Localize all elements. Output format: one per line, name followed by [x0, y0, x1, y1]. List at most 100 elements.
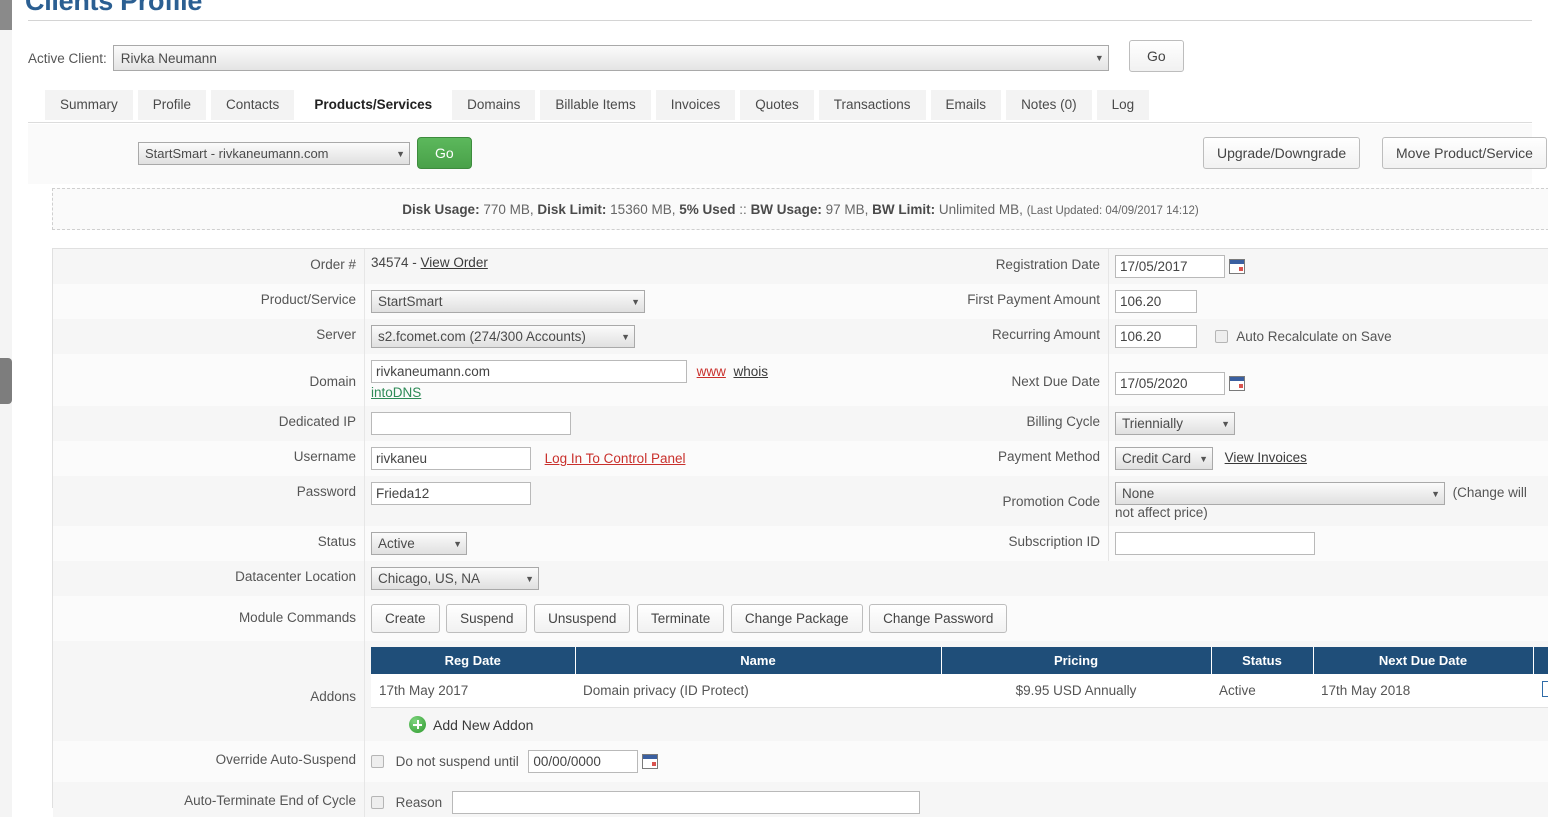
calendar-icon[interactable] [641, 754, 658, 769]
add-new-addon-button[interactable]: Add New Addon [371, 708, 1542, 741]
dedicated-ip-input[interactable] [371, 412, 571, 435]
chevron-down-icon: ▼ [396, 148, 405, 159]
promotion-code-select[interactable]: None ▼ [1115, 482, 1445, 505]
username-cell: Log In To Control Panel [364, 441, 788, 476]
bw-usage-value: 97 MB, [825, 201, 869, 217]
page-title: Clients Profile [25, 0, 203, 16]
form-row-server: Server s2.fcomet.com (274/300 Accounts) … [53, 319, 1548, 354]
chevron-down-icon: ▼ [631, 296, 640, 307]
reason-input[interactable] [451, 791, 920, 814]
form-row-status: Status Active ▼ Subscription ID [53, 526, 1548, 561]
tab-billable-items[interactable]: Billable Items [540, 90, 651, 120]
tab-quotes[interactable]: Quotes [740, 90, 814, 120]
usage-separator: :: [739, 201, 747, 217]
username-label: Username [293, 449, 356, 464]
tab-transactions[interactable]: Transactions [818, 90, 926, 120]
server-select[interactable]: s2.fcomet.com (274/300 Accounts) ▼ [371, 325, 635, 348]
password-input[interactable] [371, 482, 531, 505]
billing-cycle-select[interactable]: Triennially ▼ [1115, 412, 1235, 435]
server-value: s2.fcomet.com (274/300 Accounts) [378, 329, 586, 344]
intodns-link[interactable]: intoDNS [371, 385, 422, 400]
reason-label: Reason [395, 795, 443, 810]
unsuspend-button[interactable]: Unsuspend [534, 604, 631, 633]
chevron-down-icon: ▼ [1094, 53, 1104, 63]
view-invoices-link[interactable]: View Invoices [1224, 449, 1307, 465]
promotion-code-label: Promotion Code [1002, 494, 1100, 509]
payment-method-select[interactable]: Credit Card ▼ [1115, 447, 1213, 470]
sidebar-toggle-handle[interactable] [0, 358, 12, 404]
products-select-value: StartSmart - rivkaneumann.com [145, 146, 329, 161]
first-payment-label: First Payment Amount [967, 292, 1100, 307]
addons-col-edit [1533, 647, 1548, 674]
view-order-link[interactable]: View Order [420, 255, 488, 270]
active-client-select[interactable]: Rivka Neumann ▼ [112, 45, 1109, 71]
tab-products-services[interactable]: Products/Services [299, 90, 448, 120]
login-control-panel-link[interactable]: Log In To Control Panel [544, 451, 686, 466]
form-row-product-service: Product/Service StartSmart ▼ First Payme… [53, 284, 1548, 319]
auto-terminate-checkbox[interactable] [371, 796, 384, 809]
tab-emails[interactable]: Emails [930, 90, 1002, 120]
product-service-cell: StartSmart ▼ [364, 284, 788, 319]
active-client-value: Rivka Neumann [120, 50, 217, 66]
upgrade-downgrade-button[interactable]: Upgrade/Downgrade [1203, 137, 1361, 169]
tab-log[interactable]: Log [1096, 90, 1150, 120]
billing-cycle-cell: Triennially ▼ [1108, 406, 1548, 441]
tab-domains[interactable]: Domains [452, 90, 536, 120]
disk-limit-label: Disk Limit: [537, 201, 607, 217]
active-client-row: Active Client: Rivka Neumann ▼ [28, 44, 1109, 72]
addons-col-name: Name [575, 647, 942, 674]
tab-notes[interactable]: Notes (0) [1006, 90, 1092, 120]
form-row-username: Username Log In To Control Panel Payment… [53, 441, 1548, 476]
active-client-go-button[interactable]: Go [1129, 40, 1184, 72]
calendar-icon[interactable] [1228, 376, 1245, 391]
form-row-datacenter: Datacenter Location Chicago, US, NA ▼ [53, 561, 1548, 596]
do-not-suspend-input[interactable] [528, 750, 639, 773]
tab-summary[interactable]: Summary [45, 90, 133, 120]
add-new-addon-label: Add New Addon [433, 716, 534, 733]
chevron-down-icon: ▼ [453, 538, 462, 549]
form-row-addons: Addons Reg Date Name Pricing Status Next… [53, 641, 1548, 741]
chevron-down-icon: ▼ [1431, 488, 1440, 499]
calendar-icon[interactable] [1228, 259, 1245, 274]
move-product-service-button[interactable]: Move Product/Service [1382, 137, 1547, 169]
chevron-down-icon: ▼ [525, 573, 534, 584]
products-select[interactable]: StartSmart - rivkaneumann.com ▼ [138, 142, 410, 165]
auto-recalculate-checkbox[interactable] [1214, 330, 1228, 343]
change-package-button[interactable]: Change Package [730, 604, 863, 633]
username-input[interactable] [371, 447, 531, 470]
auto-recalculate-label: Auto Recalculate on Save [1236, 329, 1392, 344]
tab-profile[interactable]: Profile [137, 90, 207, 120]
addons-col-status: Status [1211, 647, 1314, 674]
products-go-button[interactable]: Go [417, 137, 472, 169]
suspend-button[interactable]: Suspend [446, 604, 528, 633]
datacenter-select[interactable]: Chicago, US, NA ▼ [371, 567, 539, 590]
next-due-date-cell [1108, 354, 1548, 406]
dedicated-ip-cell [364, 406, 788, 441]
registration-date-input[interactable] [1115, 255, 1225, 278]
module-commands-cell: Create Suspend Unsuspend Terminate Chang… [364, 596, 1542, 641]
recurring-amount-input[interactable] [1115, 325, 1197, 348]
tab-contacts[interactable]: Contacts [211, 90, 295, 120]
next-due-date-input[interactable] [1115, 372, 1225, 395]
form-row-dedicated-ip: Dedicated IP Billing Cycle Triennially ▼ [53, 406, 1548, 441]
status-select[interactable]: Active ▼ [371, 532, 467, 555]
disk-usage-value: 770 MB, [483, 201, 534, 217]
www-link[interactable]: www [696, 364, 726, 379]
tab-invoices[interactable]: Invoices [655, 90, 736, 120]
subscription-id-input[interactable] [1115, 532, 1315, 555]
whois-link[interactable]: whois [733, 364, 769, 379]
domain-input[interactable] [371, 360, 687, 383]
terminate-button[interactable]: Terminate [637, 604, 725, 633]
edit-icon[interactable] [1541, 680, 1548, 698]
product-service-value: StartSmart [378, 294, 443, 309]
first-payment-cell [1108, 284, 1548, 319]
form-row-order: Order # 34574 - View Order Registration … [53, 249, 1548, 284]
addon-edit-cell[interactable] [1533, 674, 1548, 708]
auto-terminate-label: Auto-Terminate End of Cycle [184, 793, 356, 808]
form-row-domain: Domain www whois intoDNS Next Due Date [53, 354, 1548, 406]
create-button[interactable]: Create [371, 604, 440, 633]
first-payment-input[interactable] [1115, 290, 1197, 313]
override-suspend-checkbox[interactable] [371, 755, 384, 768]
change-password-button[interactable]: Change Password [869, 604, 1008, 633]
product-service-select[interactable]: StartSmart ▼ [371, 290, 645, 313]
